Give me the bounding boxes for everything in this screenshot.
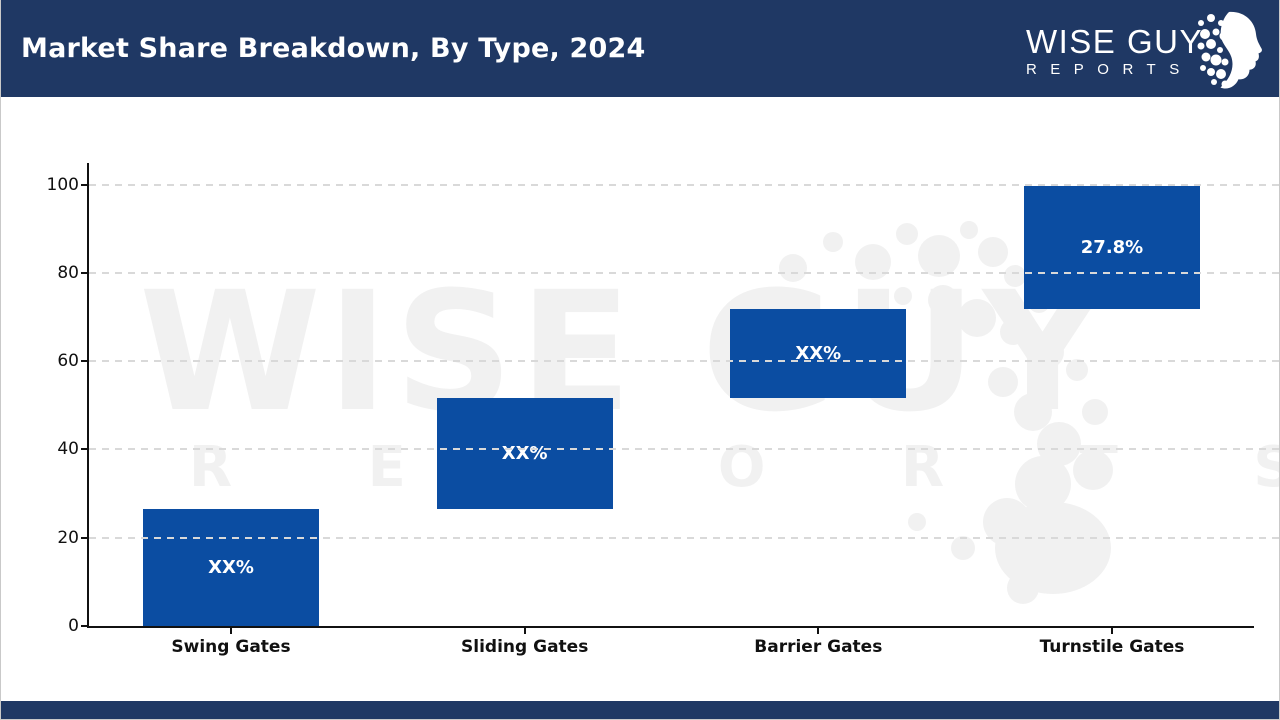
x-tick-mark: [817, 627, 820, 634]
gridline-60: [89, 360, 1279, 363]
y-tick-label: 80: [57, 262, 79, 283]
gridline-80: [89, 271, 1279, 274]
x-tick-mark: [1111, 627, 1113, 634]
bar-value-label: 27.8%: [1080, 237, 1144, 259]
brand-subname: REPORTS: [1025, 60, 1193, 78]
brand-logo: WISE GUY REPORTS: [1026, 10, 1267, 92]
brand-name: WISE GUY: [1025, 22, 1203, 60]
bar-barrier-gates: XX%: [730, 309, 907, 399]
y-tick-mark: [81, 625, 89, 627]
x-tick-mark: [523, 627, 526, 634]
page-title: Market Share Breakdown, By Type, 2024: [21, 33, 646, 64]
y-tick-mark: [81, 271, 89, 274]
y-tick-label: 20: [57, 527, 79, 548]
x-axis-line: [87, 626, 1254, 628]
y-tick-mark: [81, 360, 89, 363]
bar-value-label: XX%: [208, 556, 254, 578]
gridline-100: [89, 183, 1279, 186]
x-category-label: Swing Gates: [171, 637, 291, 657]
bar-sliding-gates: XX%: [436, 398, 613, 509]
y-tick-label: 100: [46, 174, 79, 195]
bar-value-label: XX%: [501, 443, 548, 465]
gridline-20: [89, 536, 1279, 539]
x-tick-mark: [230, 627, 232, 634]
y-axis-line: [87, 163, 89, 628]
footer-bar: [1, 701, 1279, 719]
x-category-label: Barrier Gates: [754, 637, 883, 657]
header-bar: Market Share Breakdown, By Type, 2024 WI…: [1, 0, 1279, 97]
x-category-label: Sliding Gates: [461, 637, 589, 657]
bar-value-label: XX%: [795, 343, 842, 365]
y-tick-label: 60: [57, 351, 79, 372]
y-tick-label: 40: [57, 439, 79, 460]
bar-swing-gates: XX%: [143, 509, 319, 626]
x-category-label: Turnstile Gates: [1039, 637, 1185, 657]
bar-turnstile-gates: 27.8%: [1024, 186, 1200, 309]
y-tick-mark: [81, 536, 89, 539]
gridline-40: [89, 448, 1279, 451]
y-tick-mark: [81, 183, 89, 186]
brand-logo-text: WISE GUY REPORTS: [1025, 22, 1203, 79]
y-tick-mark: [81, 448, 89, 451]
y-tick-label: 0: [68, 616, 79, 636]
logo-face-icon: [1197, 11, 1262, 89]
